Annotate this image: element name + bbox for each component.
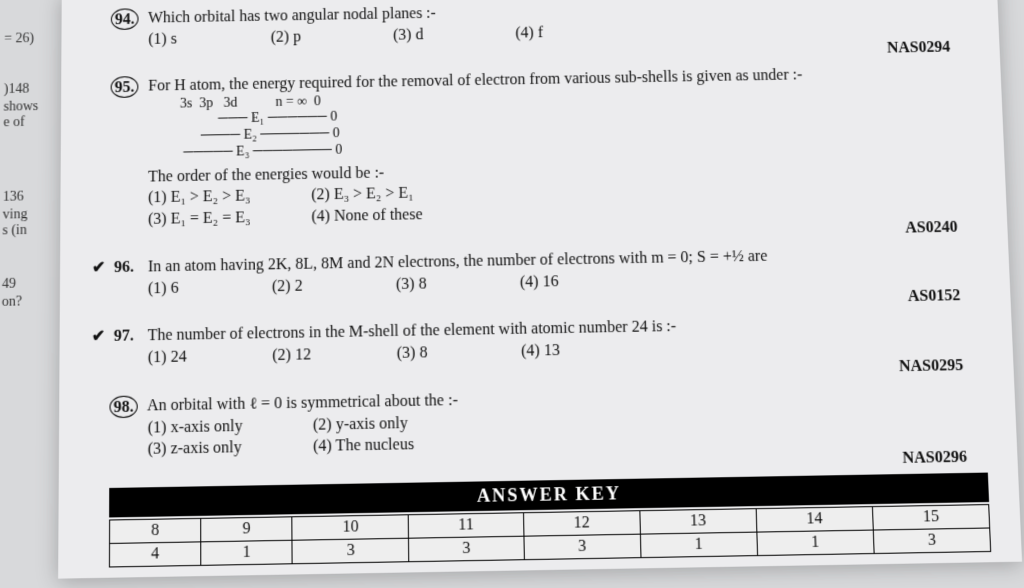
margin-136: 136 [3,190,24,206]
q95-o4: (4) None of these [311,204,471,228]
q98: 98. An orbital with ℓ = 0 is symmetrical… [109,381,986,462]
ak-a5: 1 [640,532,757,558]
ak-a4: 3 [524,534,641,560]
q96-o2: (2) 2 [272,274,392,298]
q96-o1: (1) 6 [148,276,268,300]
margin-148: )148 [4,82,30,98]
q97-o3: (3) 8 [397,341,518,365]
q95-num: 95. [111,76,139,98]
q94-o3: (3) d [393,23,512,46]
ak-a6: 1 [757,530,874,556]
q97-num: 97. [110,326,138,348]
q96-o4: (4) 16 [520,269,640,293]
margin-ving: ving [3,207,28,223]
q95-o3: (3) E₁ = E₂ = E₃ [148,206,308,230]
ak-a7: 3 [873,528,991,554]
q97-o4: (4) 13 [521,339,642,363]
q96-num: 96. [110,256,138,278]
q98-o2: (2) y-axis only [313,412,474,437]
ak-h3: 11 [409,513,524,538]
ak-h4: 12 [523,511,640,536]
margin-sin: s (in [2,223,27,239]
page: ALLEN Pre-Medical 94. Which orbital has … [58,0,1022,579]
ak-a1: 1 [201,540,293,565]
q98-o4: (4) The nucleus [313,433,475,458]
q98-o3: (3) z-axis only [148,436,309,461]
q95-diagram: 3s 3p 3d n = ∞ 0 ─── E₁ ────── 0 ──── E₂… [180,83,974,162]
ak-h7: 15 [872,505,989,530]
q95: 95. For H atom, the energy required for … [110,61,977,231]
q98-num: 98. [109,395,137,418]
q94-o4: (4) f [515,21,634,44]
ak-a2: 3 [292,538,409,564]
q94-num: 94. [111,8,139,30]
q96-o3: (3) 8 [396,272,516,296]
q94-o1: (1) s [148,27,267,50]
q97-o2: (2) 12 [272,343,393,367]
margin-on: on? [2,295,22,311]
ak-a3: 3 [409,536,524,562]
q94-text: Which orbital has two angular nodal plan… [148,5,436,26]
ak-h0: 8 [110,518,201,543]
margin-49: 49 [2,277,16,293]
ak-h2: 10 [292,515,409,540]
q95-o1: (1) E₁ > E₂ > E₃ [148,185,307,209]
q94-o2: (2) p [271,25,390,48]
q97-o1: (1) 24 [148,345,269,369]
ak-h5: 13 [640,509,757,534]
q98-o1: (1) x-axis only [148,414,309,439]
margin-shows: shows [4,99,39,115]
margin-eq26: = 26) [4,31,34,47]
ak-a0: 4 [109,542,201,567]
ak-h6: 14 [756,507,873,532]
margin-notes: = 26) )148 shows e of 136 ving s (in 49 … [2,14,56,15]
ak-h1: 9 [201,517,292,542]
q95-o2: (2) E₃ > E₂ > E₁ [311,182,470,206]
margin-eof: e of [3,115,24,131]
q98-text: An orbital with ℓ = 0 is symmetrical abo… [147,392,458,415]
